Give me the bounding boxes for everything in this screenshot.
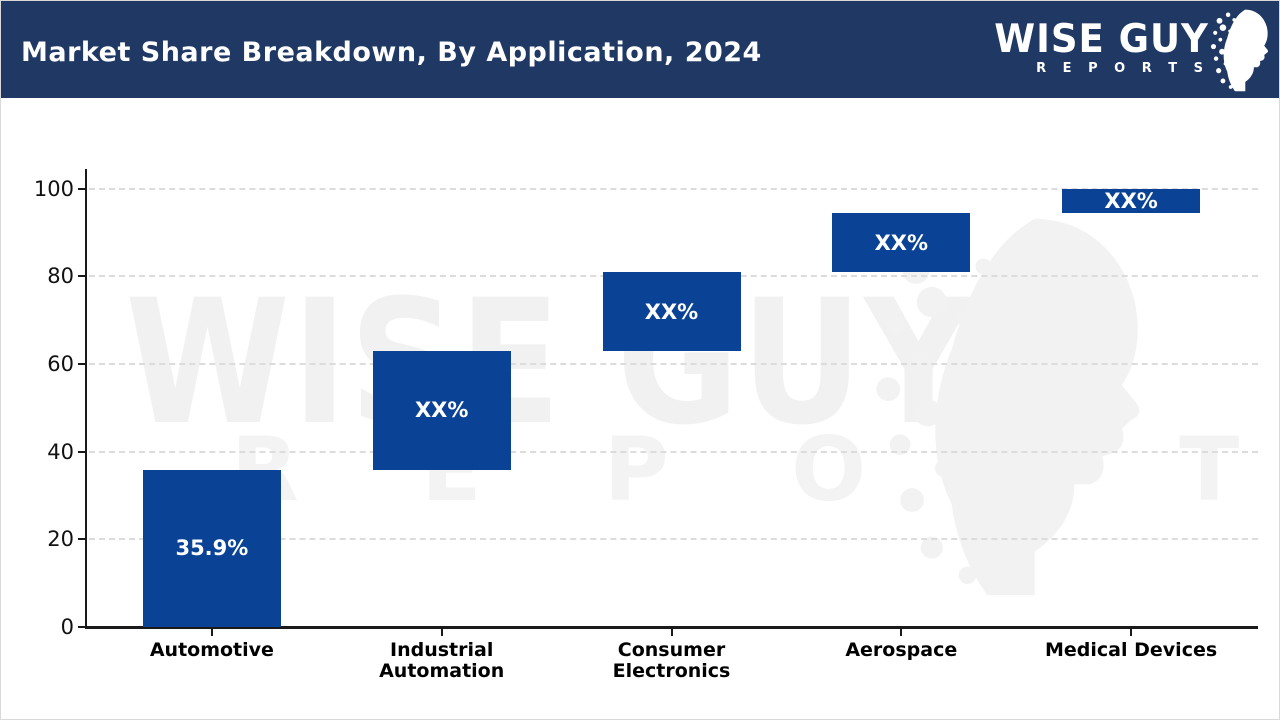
x-axis-category-label: Automotive bbox=[149, 639, 274, 661]
bar-value-label: XX% bbox=[644, 299, 699, 324]
y-axis-tick bbox=[78, 626, 87, 628]
x-axis-category-label: Consumer Electronics bbox=[612, 639, 731, 682]
y-axis-tick-label: 40 bbox=[47, 439, 74, 464]
logo-wordmark: WISE GUY bbox=[994, 17, 1209, 62]
x-axis-tick bbox=[440, 629, 443, 636]
x-axis-category-label: Aerospace bbox=[845, 639, 958, 661]
gridline-y-60 bbox=[89, 362, 1258, 365]
y-axis-tick-label: 100 bbox=[33, 176, 74, 201]
bar-aerospace: XX% bbox=[832, 213, 971, 273]
y-axis-tick bbox=[78, 362, 87, 365]
y-axis-tick bbox=[78, 187, 87, 190]
y-axis-tick-label: 60 bbox=[47, 351, 74, 376]
y-axis-line bbox=[85, 169, 87, 629]
header: Market Share Breakdown, By Application, … bbox=[1, 1, 1279, 98]
bar-value-label: XX% bbox=[874, 230, 929, 255]
y-axis-tick-label: 80 bbox=[47, 264, 74, 289]
gridline-y-40 bbox=[89, 450, 1258, 453]
x-axis-line bbox=[85, 626, 1258, 629]
x-axis-tick bbox=[670, 629, 673, 636]
bar-value-label: XX% bbox=[414, 398, 469, 423]
brand-logo: WISE GUY R E P O R T S bbox=[983, 17, 1209, 76]
bar-automotive: 35.9% bbox=[142, 469, 281, 627]
gridline-y-100 bbox=[89, 187, 1258, 190]
bar-consumer-electronics: XX% bbox=[602, 272, 741, 352]
page-title: Market Share Breakdown, By Application, … bbox=[21, 37, 762, 68]
x-axis-category-label: Industrial Automation bbox=[379, 639, 505, 682]
y-axis-tick bbox=[78, 275, 87, 278]
y-axis-tick-label: 0 bbox=[60, 615, 74, 639]
logo-subtitle: R E P O R T S bbox=[1036, 61, 1209, 76]
x-axis-tick bbox=[1130, 629, 1133, 636]
bar-industrial-automation: XX% bbox=[372, 351, 511, 470]
x-axis-category-label: Medical Devices bbox=[1045, 639, 1218, 661]
gridline-y-20 bbox=[89, 538, 1258, 541]
bar-medical-devices: XX% bbox=[1062, 188, 1201, 214]
y-axis-tick bbox=[78, 538, 87, 541]
y-axis-tick-label: 20 bbox=[47, 527, 74, 552]
y-axis-tick bbox=[78, 450, 87, 453]
x-axis-tick bbox=[900, 629, 903, 636]
bar-value-label: 35.9% bbox=[175, 536, 249, 561]
x-axis-tick bbox=[210, 629, 213, 636]
watermark-wordmark: WISE GUY bbox=[125, 262, 975, 463]
bar-value-label: XX% bbox=[1104, 188, 1158, 213]
